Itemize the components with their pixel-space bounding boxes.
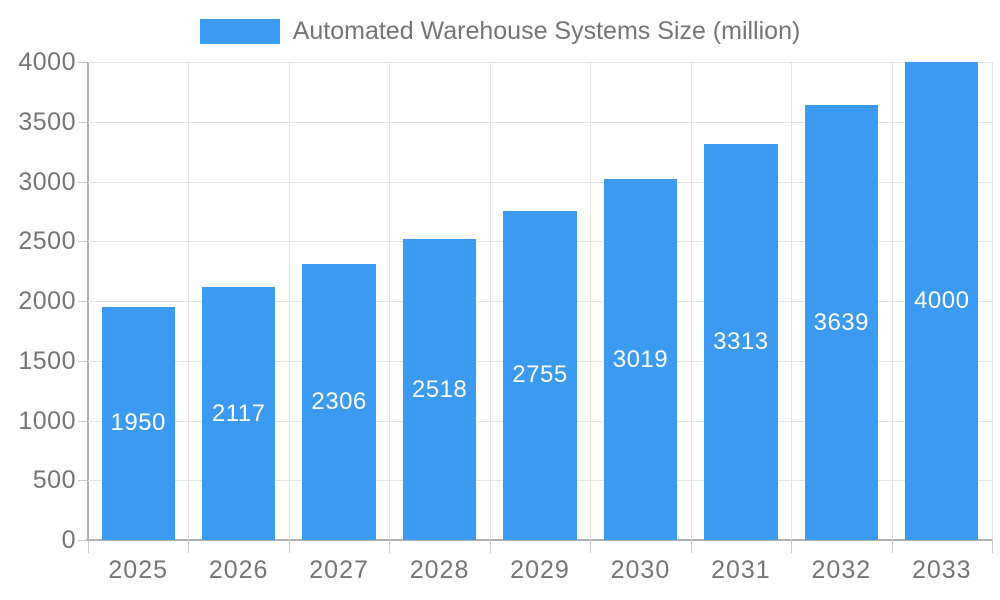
x-tick-label: 2029 [510,556,570,584]
x-axis-tick [690,541,692,553]
v-gridline [389,62,391,540]
y-tick-label: 1500 [18,346,76,375]
y-axis-tick [78,121,87,123]
bar-value-label: 3019 [612,345,669,373]
x-axis-line [86,539,993,541]
legend-swatch-icon [199,18,280,44]
y-tick-label: 500 [32,466,76,495]
bar-2027[interactable]: 2306 [302,264,376,540]
x-axis-tick [791,541,793,553]
h-gridline [88,181,992,183]
bar-2031[interactable]: 3313 [704,144,778,540]
y-tick-label: 4000 [18,48,76,76]
bar-value-label: 2755 [512,361,568,389]
bar-value-label: 3313 [713,328,769,356]
h-gridline [88,62,992,63]
y-tick-label: 3000 [18,167,76,196]
bar-2033[interactable]: 4000 [905,62,979,540]
y-axis-tick [78,181,87,183]
y-axis-tick [78,360,87,362]
bar-2026[interactable]: 2117 [202,287,276,540]
bar-2030[interactable]: 3019 [603,179,678,540]
y-axis-tick [78,420,87,422]
legend-label: Automated Warehouse Systems Size (millio… [292,17,801,45]
y-axis-tick [78,480,87,482]
v-gridline [590,62,592,540]
v-gridline [489,62,491,540]
x-tick-label: 2025 [108,556,169,584]
v-gridline [188,62,190,540]
x-axis-tick [489,541,491,553]
h-gridline [88,121,992,123]
y-tick-label: 0 [61,526,76,554]
x-tick-label: 2033 [911,556,972,584]
x-tick-label: 2026 [208,556,269,584]
x-tick-label: 2030 [610,556,671,584]
v-gridline [791,62,793,540]
bar-value-label: 2306 [311,388,367,416]
v-gridline [992,62,993,540]
x-axis-tick [590,541,592,553]
y-tick-label: 2500 [18,227,76,256]
x-axis-tick [288,541,290,553]
x-axis-tick [992,541,993,553]
y-axis-tick [78,301,87,302]
v-gridline [288,62,290,540]
x-axis-tick [389,541,391,553]
y-axis-tick [78,62,87,63]
bar-value-label: 1950 [110,409,166,437]
x-tick-label: 2028 [409,556,470,584]
v-gridline [690,62,692,540]
bar-value-label: 2518 [411,375,468,403]
x-tick-label: 2027 [309,556,369,584]
y-tick-label: 1000 [18,406,76,435]
bar-value-label: 3639 [813,308,869,336]
bar-value-label: 4000 [914,287,970,314]
v-gridline [891,62,893,540]
bar-value-label: 2117 [211,399,266,427]
x-axis-tick [188,541,190,553]
y-tick-label: 3500 [18,107,76,136]
y-axis-tick [78,241,87,243]
x-tick-label: 2032 [811,556,872,584]
y-tick-label: 2000 [18,287,76,315]
bar-2025[interactable]: 1950 [101,306,175,540]
plot-area: 1950 2117 2306 2518 2755 3019 3313 3639 4000 [78,62,993,553]
x-axis-tick [891,541,893,553]
x-tick-label: 2031 [711,556,771,584]
bar-2028[interactable]: 2518 [402,239,477,540]
bar-2032[interactable]: 3639 [804,105,878,540]
legend[interactable]: Automated Warehouse Systems Size (millio… [0,16,1000,46]
bar-2029[interactable]: 2755 [503,210,577,540]
y-axis-tick [78,540,87,541]
x-axis-tick [88,541,89,553]
